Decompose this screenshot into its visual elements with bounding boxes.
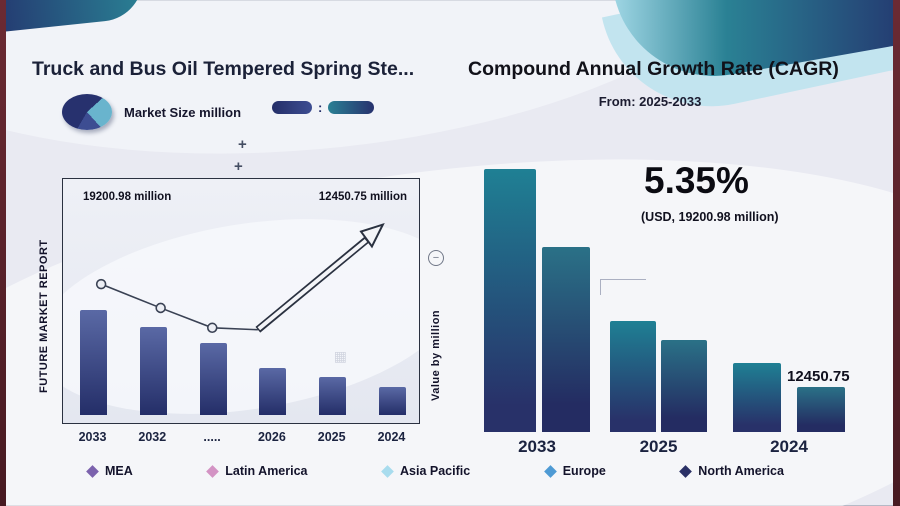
cagr-note: (USD, 19200.98 million) <box>641 210 779 224</box>
minus-glyph: − <box>432 251 440 264</box>
end-value-label: 12450.75 million <box>318 191 407 203</box>
cagr-x-label: 2024 <box>770 437 808 456</box>
x-axis-label: 2032 <box>138 430 167 444</box>
legend-label: Asia Pacific <box>400 464 471 478</box>
x-axis-label: ..... <box>203 430 221 444</box>
cagr-x-label: 2033 <box>518 437 556 456</box>
trend-arrow <box>95 222 385 334</box>
legend-label: MEA <box>105 464 133 478</box>
legend-item-europe: Europe <box>543 464 606 478</box>
right-edge-accent <box>893 0 900 506</box>
legend-label: North America <box>698 464 784 478</box>
cagr-value: 5.35% <box>644 160 749 201</box>
cagr-bar-2033-series-1 <box>484 169 536 432</box>
left-x-labels: 2033 2032..... 2026 2025 2024 <box>78 430 406 444</box>
plus-icon: + <box>238 136 247 153</box>
pill-teal-icon <box>328 101 375 114</box>
diamond-icon <box>543 464 557 478</box>
market-size-chart: 19200.98 million 12450.75 million ▦ <box>62 178 420 424</box>
start-value-label: 19200.98 million <box>83 191 172 203</box>
market-size-legend: Market Size million <box>62 94 241 130</box>
legend-item-mea: MEA <box>86 464 133 478</box>
x-axis-label: 2026 <box>257 430 286 444</box>
legend-item-latin-america: Latin America <box>206 464 308 478</box>
diamond-icon <box>679 464 693 478</box>
cagr-end-value: 12450.75 <box>787 368 850 385</box>
top-left-accent <box>0 0 147 36</box>
legend-label: Europe <box>562 464 606 478</box>
left-chart-title: Truck and Bus Oil Tempered Spring Ste... <box>32 58 415 80</box>
x-axis-label: 2024 <box>377 430 406 444</box>
cagr-bar-2024-series-2 <box>797 387 845 432</box>
colon-separator: : <box>318 100 323 115</box>
watermark-label: FUTURE MARKET REPORT <box>38 239 50 393</box>
pie-chart-icon <box>62 94 112 130</box>
x-axis-label: 2025 <box>317 430 346 444</box>
circle-minus-icon: − <box>428 250 444 266</box>
value-axis-label: Value by million <box>430 309 442 401</box>
cagr-x-label: 2025 <box>639 437 678 456</box>
pill-navy-icon <box>272 101 312 114</box>
legend-item-north-america: North America <box>679 464 784 478</box>
right-chart-subtitle: From: 2025-2033 <box>598 94 702 109</box>
cagr-bar-group-2025: 2025 <box>610 320 707 456</box>
left-edge-accent <box>0 0 6 506</box>
diamond-icon <box>206 464 220 478</box>
cagr-bar-2033-series-2 <box>542 246 590 432</box>
right-chart-title: Compound Annual Growth Rate (CAGR) <box>468 58 839 80</box>
cagr-bar-2025-series-2 <box>661 340 707 432</box>
legend-item-asia-pacific: Asia Pacific <box>381 464 471 478</box>
market-size-label: Market Size million <box>124 104 242 120</box>
x-axis-label: 2033 <box>78 430 107 444</box>
diamond-icon <box>86 464 99 478</box>
diamond-icon <box>381 464 394 478</box>
legend-label: Latin America <box>225 464 308 478</box>
cagr-bar-2025-series-1 <box>610 320 656 432</box>
plus-icon: + <box>234 158 243 175</box>
ratio-pill-icon: : <box>272 100 375 115</box>
cagr-bar-2024-series-1 <box>733 362 781 432</box>
cagr-bar-group-2033: 2033 <box>484 169 590 456</box>
region-legend: MEA Latin America Asia Pacific Europe North … <box>86 464 784 478</box>
